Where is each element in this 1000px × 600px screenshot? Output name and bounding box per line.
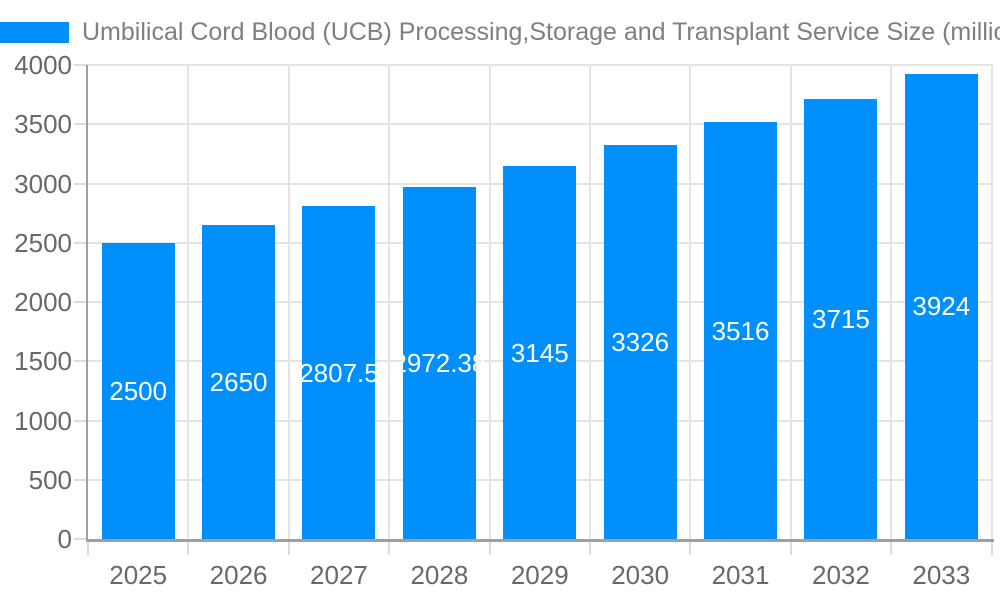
- x-axis-label: 2026: [209, 560, 268, 590]
- bar-2032[interactable]: 3715: [804, 98, 878, 539]
- x-axis-tick: [488, 541, 491, 555]
- y-axis-tick: [74, 419, 88, 422]
- x-axis-tick: [789, 541, 792, 555]
- bar-value-label: 3715: [811, 303, 870, 334]
- y-axis-tick: [74, 478, 88, 481]
- y-axis-label: 4000: [14, 50, 72, 80]
- y-axis-tick: [74, 64, 88, 66]
- bar-2033[interactable]: 3924: [904, 74, 978, 539]
- y-axis-tick: [74, 360, 88, 363]
- y-gridline: [88, 64, 992, 66]
- legend-series-label: Umbilical Cord Blood (UCB) Processing,St…: [82, 18, 1000, 46]
- y-axis-label: 3500: [14, 109, 72, 140]
- bar-value-label: 3145: [510, 337, 569, 368]
- y-axis-tick: [74, 538, 88, 540]
- x-axis-label: 2030: [611, 560, 670, 590]
- bar-value-label: 2500: [109, 375, 168, 406]
- x-axis-tick: [990, 541, 993, 555]
- x-axis-tick: [187, 541, 190, 555]
- bar-value-label: 2972.38: [392, 347, 487, 378]
- y-axis-label: 2500: [14, 227, 72, 258]
- y-axis-label: 1000: [14, 405, 72, 436]
- bar-2027[interactable]: 2807.5: [299, 206, 379, 539]
- bar-value-label: 3924: [912, 291, 971, 322]
- bar-value-label: 2807.5: [299, 357, 379, 388]
- legend-swatch-icon: [0, 21, 69, 43]
- x-axis-tick: [588, 541, 591, 555]
- x-gridline: [890, 65, 893, 539]
- y-axis-label: 3000: [14, 168, 72, 199]
- legend-item[interactable]: Umbilical Cord Blood (UCB) Processing,St…: [0, 18, 1000, 46]
- y-axis-label: 0: [57, 524, 72, 554]
- x-axis-tick: [689, 541, 692, 555]
- x-axis-tick: [890, 541, 893, 555]
- x-axis-tick: [87, 541, 89, 555]
- y-axis-label: 1500: [14, 346, 72, 377]
- bar-2026[interactable]: 2650: [202, 224, 276, 539]
- y-axis-tick: [74, 241, 88, 244]
- x-axis-label: 2033: [912, 560, 971, 590]
- y-axis-tick: [74, 123, 88, 126]
- x-gridline: [287, 65, 290, 539]
- bar-2031[interactable]: 3516: [704, 122, 778, 539]
- bar-2029[interactable]: 3145: [503, 166, 577, 539]
- bar-2028[interactable]: 2972.38: [392, 186, 486, 539]
- x-axis-label: 2031: [711, 560, 770, 590]
- bar-value-label: 3516: [711, 315, 770, 346]
- x-axis-label: 2027: [310, 560, 368, 590]
- x-axis-line: [86, 539, 994, 542]
- x-axis-label: 2032: [811, 560, 870, 590]
- x-gridline: [488, 65, 491, 539]
- x-axis-label: 2028: [410, 560, 469, 590]
- x-gridline: [388, 65, 391, 539]
- bar-value-label: 2650: [209, 366, 268, 397]
- x-axis-tick: [388, 541, 391, 555]
- bar-value-label: 3326: [611, 326, 670, 357]
- y-axis-line: [86, 65, 88, 542]
- bar-2030[interactable]: 3326: [603, 144, 677, 539]
- x-gridline: [187, 65, 190, 539]
- x-axis-label: 2029: [510, 560, 569, 590]
- x-gridline: [789, 65, 792, 539]
- x-gridline: [990, 65, 993, 539]
- x-axis-tick: [287, 541, 290, 555]
- x-gridline: [588, 65, 591, 539]
- y-axis-tick: [74, 182, 88, 185]
- y-axis-label: 500: [28, 464, 72, 495]
- y-axis-tick: [74, 301, 88, 303]
- y-axis-label: 2000: [14, 287, 72, 317]
- bar-2025[interactable]: 2500: [101, 242, 175, 539]
- x-axis-label: 2025: [109, 560, 168, 590]
- y-gridline: [88, 123, 992, 126]
- x-gridline: [689, 65, 692, 539]
